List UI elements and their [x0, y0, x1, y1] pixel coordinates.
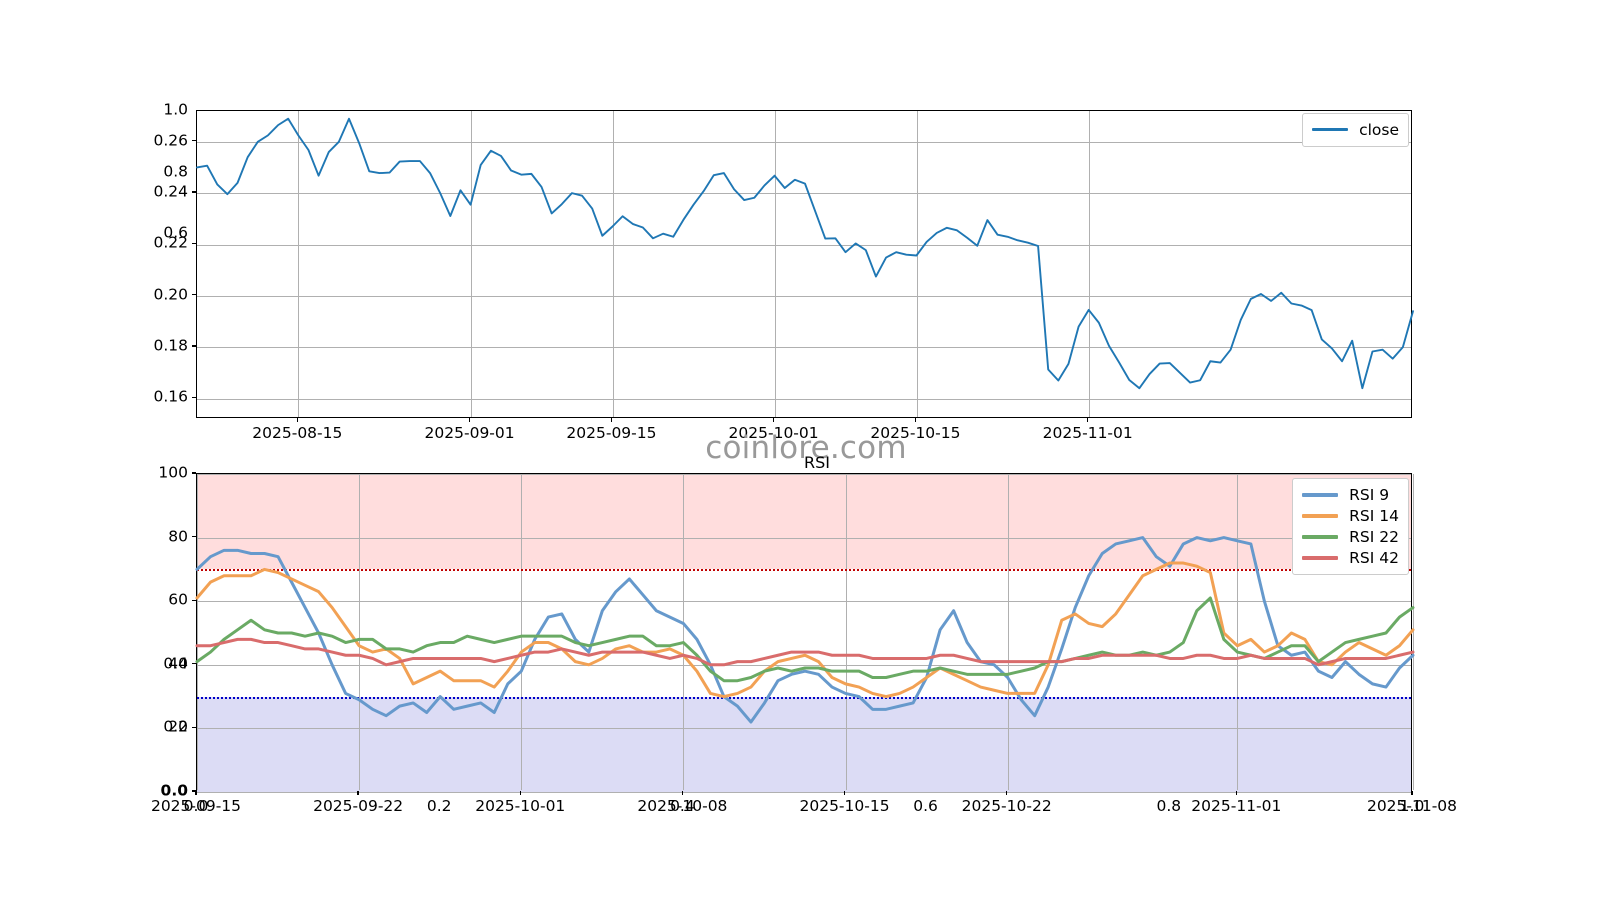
rsi-x-tick: 2025-09-22 [313, 797, 404, 815]
rsi-y-tick-overlay: 0.2 [163, 717, 188, 736]
rsi-x-tick: 2025-11-08 [1366, 797, 1458, 815]
rsi-x-tick: 2025-10-08 [637, 797, 728, 815]
price-x-tick: 2025-09-01 [424, 424, 515, 442]
price-line-plot [196, 117, 1414, 390]
rsi-series-rsi-42 [195, 637, 1415, 667]
rsi-x-tick: 2025-11-01 [1191, 797, 1282, 815]
legend-item-close[interactable]: close [1312, 119, 1399, 140]
rsi-chart-title: RSI [804, 453, 830, 472]
rsi-series-rsi-22 [195, 596, 1415, 683]
coinlore-watermark: coinlore.com [705, 430, 907, 466]
legend-label: RSI 14 [1349, 506, 1399, 525]
legend-label: close [1359, 120, 1399, 139]
price-y-tick: 0.22 [153, 233, 188, 252]
legend-item-rsi-14[interactable]: RSI 14 [1302, 505, 1399, 526]
price-x-tick: 2025-10-01 [728, 424, 819, 442]
rsi-series-rsi-14 [195, 561, 1415, 699]
legend-label: RSI 22 [1349, 527, 1399, 546]
price-x-tick: 2025-11-01 [1042, 424, 1133, 442]
rsi-x-tick-overlay: 0.8 [1156, 797, 1182, 815]
legend-color-swatch [1312, 128, 1349, 131]
legend-color-swatch [1302, 555, 1339, 560]
legend-label: RSI 42 [1349, 548, 1399, 567]
price-y-tick: 0.24 [153, 182, 188, 201]
legend-color-swatch [1302, 534, 1339, 539]
rsi-x-tick-overlay: 1.0 [1399, 797, 1425, 815]
price-y-tick: 0.26 [153, 131, 188, 150]
rsi-x-tick: 2025-09-15 [150, 797, 242, 815]
price-series-close [196, 117, 1414, 390]
legend-color-swatch [1302, 492, 1339, 497]
legend-color-swatch [1302, 513, 1339, 518]
legend-item-rsi-22[interactable]: RSI 22 [1302, 526, 1399, 547]
price-y-tick: 0.16 [153, 387, 188, 406]
legend-label: RSI 9 [1349, 485, 1390, 504]
rsi-y-tick-overlay: 0.4 [163, 654, 188, 673]
rsi-x-tick: 2025-10-15 [799, 797, 890, 815]
price-y-tick-overlay: 0.8 [163, 161, 188, 180]
price-chart-axes: close [196, 110, 1414, 418]
rsi-x-tick: 2025-10-01 [475, 797, 566, 815]
rsi-series-rsi-9 [195, 536, 1415, 724]
rsi-x-tick-overlay: 0.2 [426, 797, 452, 815]
legend-item-rsi-9[interactable]: RSI 9 [1302, 484, 1399, 505]
rsi-y-tick: 60 [168, 590, 188, 609]
overbought-threshold-line [197, 569, 1411, 572]
rsi-x-tick-overlay: 0.0 [183, 797, 209, 815]
rsi-x-tick: 2025-10-22 [961, 797, 1052, 815]
rsi-line-plot [195, 536, 1415, 724]
legend-item-rsi-42[interactable]: RSI 42 [1302, 547, 1399, 568]
rsi-y-tick-overlay: 0.0 [160, 781, 188, 800]
price-x-tick: 2025-10-15 [870, 424, 961, 442]
rsi-x-tick-overlay: 0.6 [913, 797, 938, 815]
rsi-legend[interactable]: RSI 9 RSI 14 RSI 22 RSI 42 [1292, 478, 1409, 575]
price-legend[interactable]: close [1302, 113, 1409, 147]
rsi-chart-axes: RSI 9 RSI 14 RSI 22 RSI 42 [195, 473, 1415, 793]
price-y-tick-overlay: 0.6 [163, 223, 188, 242]
price-y-tick: 0.18 [153, 336, 188, 355]
rsi-y-tick: 0 [178, 781, 188, 800]
rsi-y-tick: 20 [168, 717, 188, 736]
price-x-tick: 2025-08-15 [252, 424, 343, 442]
overbought-band [197, 474, 1411, 570]
oversold-band [197, 696, 1411, 792]
rsi-y-tick: 80 [168, 526, 188, 545]
price-y-tick: 0.20 [153, 285, 188, 304]
rsi-y-tick: 100 [158, 463, 188, 482]
oversold-threshold-line [197, 696, 1411, 699]
rsi-y-tick: 40 [168, 654, 188, 673]
price-x-tick: 2025-09-15 [566, 424, 657, 442]
rsi-x-tick-overlay: 0.4 [670, 797, 695, 815]
price-y-tick-overlay: 1.0 [163, 100, 188, 119]
